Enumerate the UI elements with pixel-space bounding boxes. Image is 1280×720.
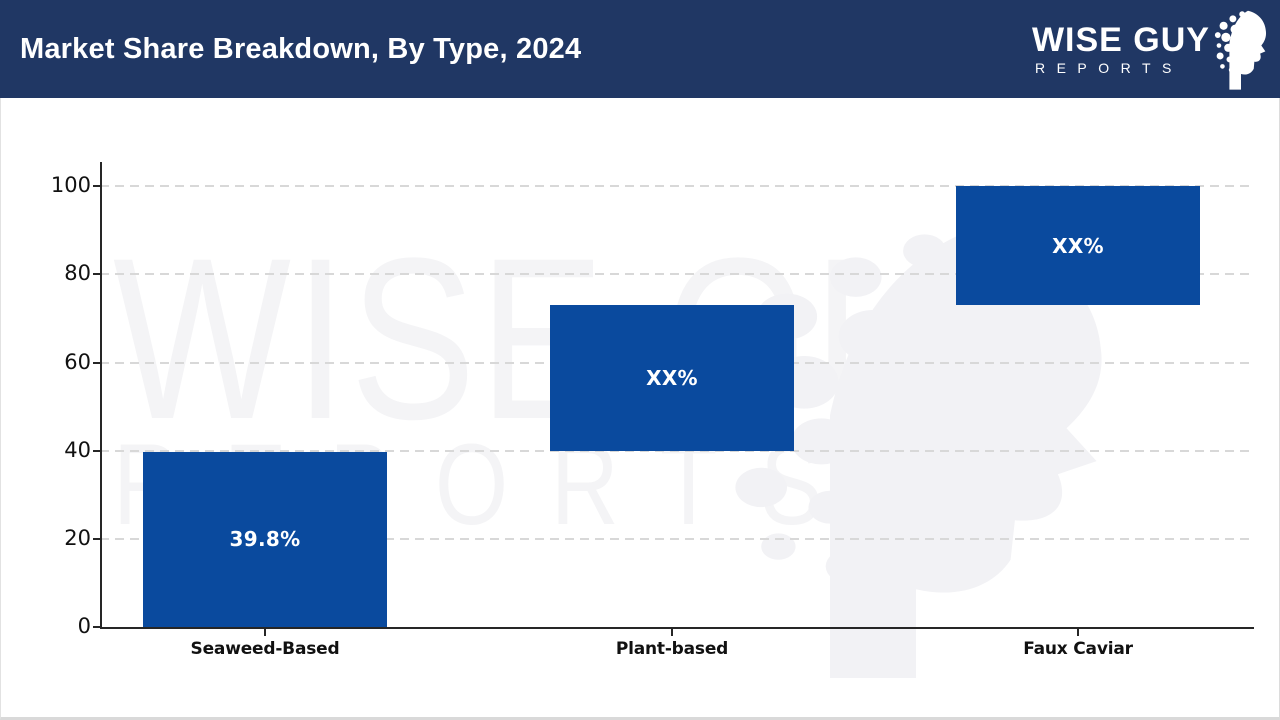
x-axis-label: Plant-based bbox=[615, 639, 729, 659]
bar-value-label: XX% bbox=[646, 365, 698, 390]
x-tick-mark bbox=[264, 627, 266, 636]
bar-seaweed-based: 39.8% bbox=[143, 451, 387, 627]
bar-value-label: 39.8% bbox=[229, 527, 301, 552]
logo-text: WISE GUY REPORTS bbox=[1031, 20, 1210, 77]
y-tick-label: 100 bbox=[50, 173, 91, 198]
y-tick-mark bbox=[93, 449, 100, 452]
logo-wordmark: WISE GUY bbox=[1031, 20, 1210, 59]
bar-faux-caviar: XX% bbox=[956, 186, 1200, 306]
bar-plant-based: XX% bbox=[550, 305, 794, 451]
chart-region: WISE GUY REPORTS 02040608010039.8%Seawee… bbox=[0, 98, 1280, 720]
y-tick-label: 80 bbox=[64, 261, 91, 286]
gridline-20 bbox=[100, 537, 1254, 540]
x-axis-label: Seaweed-Based bbox=[190, 639, 340, 659]
x-axis-label: Faux Caviar bbox=[1023, 639, 1133, 659]
x-tick-mark bbox=[671, 627, 673, 636]
gridline-40 bbox=[100, 449, 1254, 452]
brand-logo: WISE GUY REPORTS bbox=[1032, 8, 1270, 90]
dotted-face-icon bbox=[1214, 10, 1267, 90]
y-tick-mark bbox=[93, 537, 100, 540]
chart-title: Market Share Breakdown, By Type, 2024 bbox=[20, 32, 582, 65]
y-tick-label: 20 bbox=[64, 525, 91, 550]
x-axis-line bbox=[100, 627, 1254, 629]
y-tick-label: 0 bbox=[77, 614, 91, 638]
gridline-80 bbox=[100, 273, 1254, 276]
y-tick-mark bbox=[93, 273, 100, 276]
x-tick-mark bbox=[1077, 627, 1079, 636]
y-tick-mark bbox=[93, 185, 100, 188]
bar-value-label: XX% bbox=[1052, 233, 1104, 258]
y-axis-line bbox=[100, 162, 102, 629]
y-tick-label: 40 bbox=[64, 437, 91, 462]
y-tick-mark bbox=[93, 361, 100, 364]
y-tick-label: 60 bbox=[64, 349, 91, 374]
header: Market Share Breakdown, By Type, 2024 WI… bbox=[0, 0, 1280, 98]
plot-area: 0 20 40 60 80 100 39.8% Seaweed-Based XX% Plant-b… bbox=[1, 98, 1280, 720]
y-tick-mark bbox=[93, 626, 100, 628]
logo-reports-label: REPORTS bbox=[1034, 60, 1183, 77]
gridline-100 bbox=[100, 185, 1254, 188]
